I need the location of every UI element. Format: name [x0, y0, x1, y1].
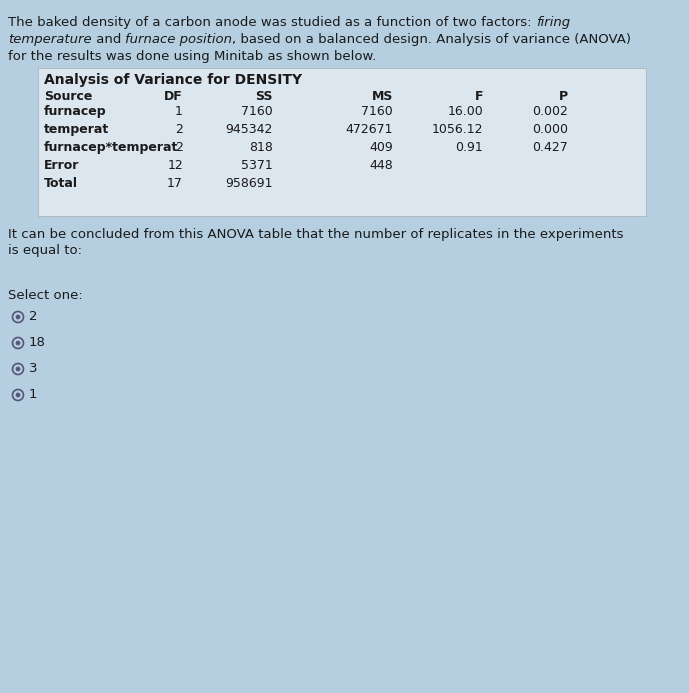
Text: 12: 12: [167, 159, 183, 172]
Text: 2: 2: [175, 141, 183, 154]
Text: Error: Error: [44, 159, 79, 172]
Text: 0.91: 0.91: [455, 141, 483, 154]
Text: temperature: temperature: [8, 33, 92, 46]
Text: 472671: 472671: [345, 123, 393, 136]
Text: 5371: 5371: [241, 159, 273, 172]
Text: 818: 818: [249, 141, 273, 154]
Text: 1: 1: [175, 105, 183, 118]
Text: 0.002: 0.002: [532, 105, 568, 118]
Circle shape: [16, 341, 20, 345]
Text: MS: MS: [371, 90, 393, 103]
Text: F: F: [475, 90, 483, 103]
Text: and: and: [92, 33, 125, 46]
Text: Select one:: Select one:: [8, 289, 83, 302]
Text: 2: 2: [28, 310, 37, 324]
Text: It can be concluded from this ANOVA table that the number of replicates in the e: It can be concluded from this ANOVA tabl…: [8, 228, 624, 241]
Text: DF: DF: [164, 90, 183, 103]
Text: 958691: 958691: [225, 177, 273, 190]
Text: furnacep: furnacep: [44, 105, 107, 118]
Text: 7160: 7160: [241, 105, 273, 118]
Text: furnacep*temperat: furnacep*temperat: [44, 141, 178, 154]
Text: 0.000: 0.000: [532, 123, 568, 136]
Text: 1: 1: [28, 389, 37, 401]
Text: 448: 448: [369, 159, 393, 172]
Text: 7160: 7160: [361, 105, 393, 118]
Circle shape: [16, 367, 20, 371]
Text: 18: 18: [28, 337, 45, 349]
Text: 2: 2: [175, 123, 183, 136]
Text: Total: Total: [44, 177, 78, 190]
Text: 16.00: 16.00: [447, 105, 483, 118]
Text: Source: Source: [44, 90, 92, 103]
Text: is equal to:: is equal to:: [8, 244, 82, 257]
Text: Analysis of Variance for DENSITY: Analysis of Variance for DENSITY: [44, 73, 302, 87]
Text: , based on a balanced design. Analysis of variance (ANOVA): , based on a balanced design. Analysis o…: [232, 33, 631, 46]
Circle shape: [16, 315, 20, 319]
Text: furnace position: furnace position: [125, 33, 232, 46]
Text: 0.427: 0.427: [532, 141, 568, 154]
Text: 409: 409: [369, 141, 393, 154]
Text: 1056.12: 1056.12: [431, 123, 483, 136]
Text: for the results was done using Minitab as shown below.: for the results was done using Minitab a…: [8, 50, 376, 63]
Circle shape: [16, 393, 20, 397]
Text: P: P: [559, 90, 568, 103]
FancyBboxPatch shape: [38, 68, 646, 216]
Text: SS: SS: [256, 90, 273, 103]
Text: firing: firing: [536, 16, 570, 29]
Text: 945342: 945342: [225, 123, 273, 136]
Text: 17: 17: [167, 177, 183, 190]
Text: 3: 3: [28, 362, 37, 376]
Text: temperat: temperat: [44, 123, 110, 136]
Text: The baked density of a carbon anode was studied as a function of two factors:: The baked density of a carbon anode was …: [8, 16, 536, 29]
